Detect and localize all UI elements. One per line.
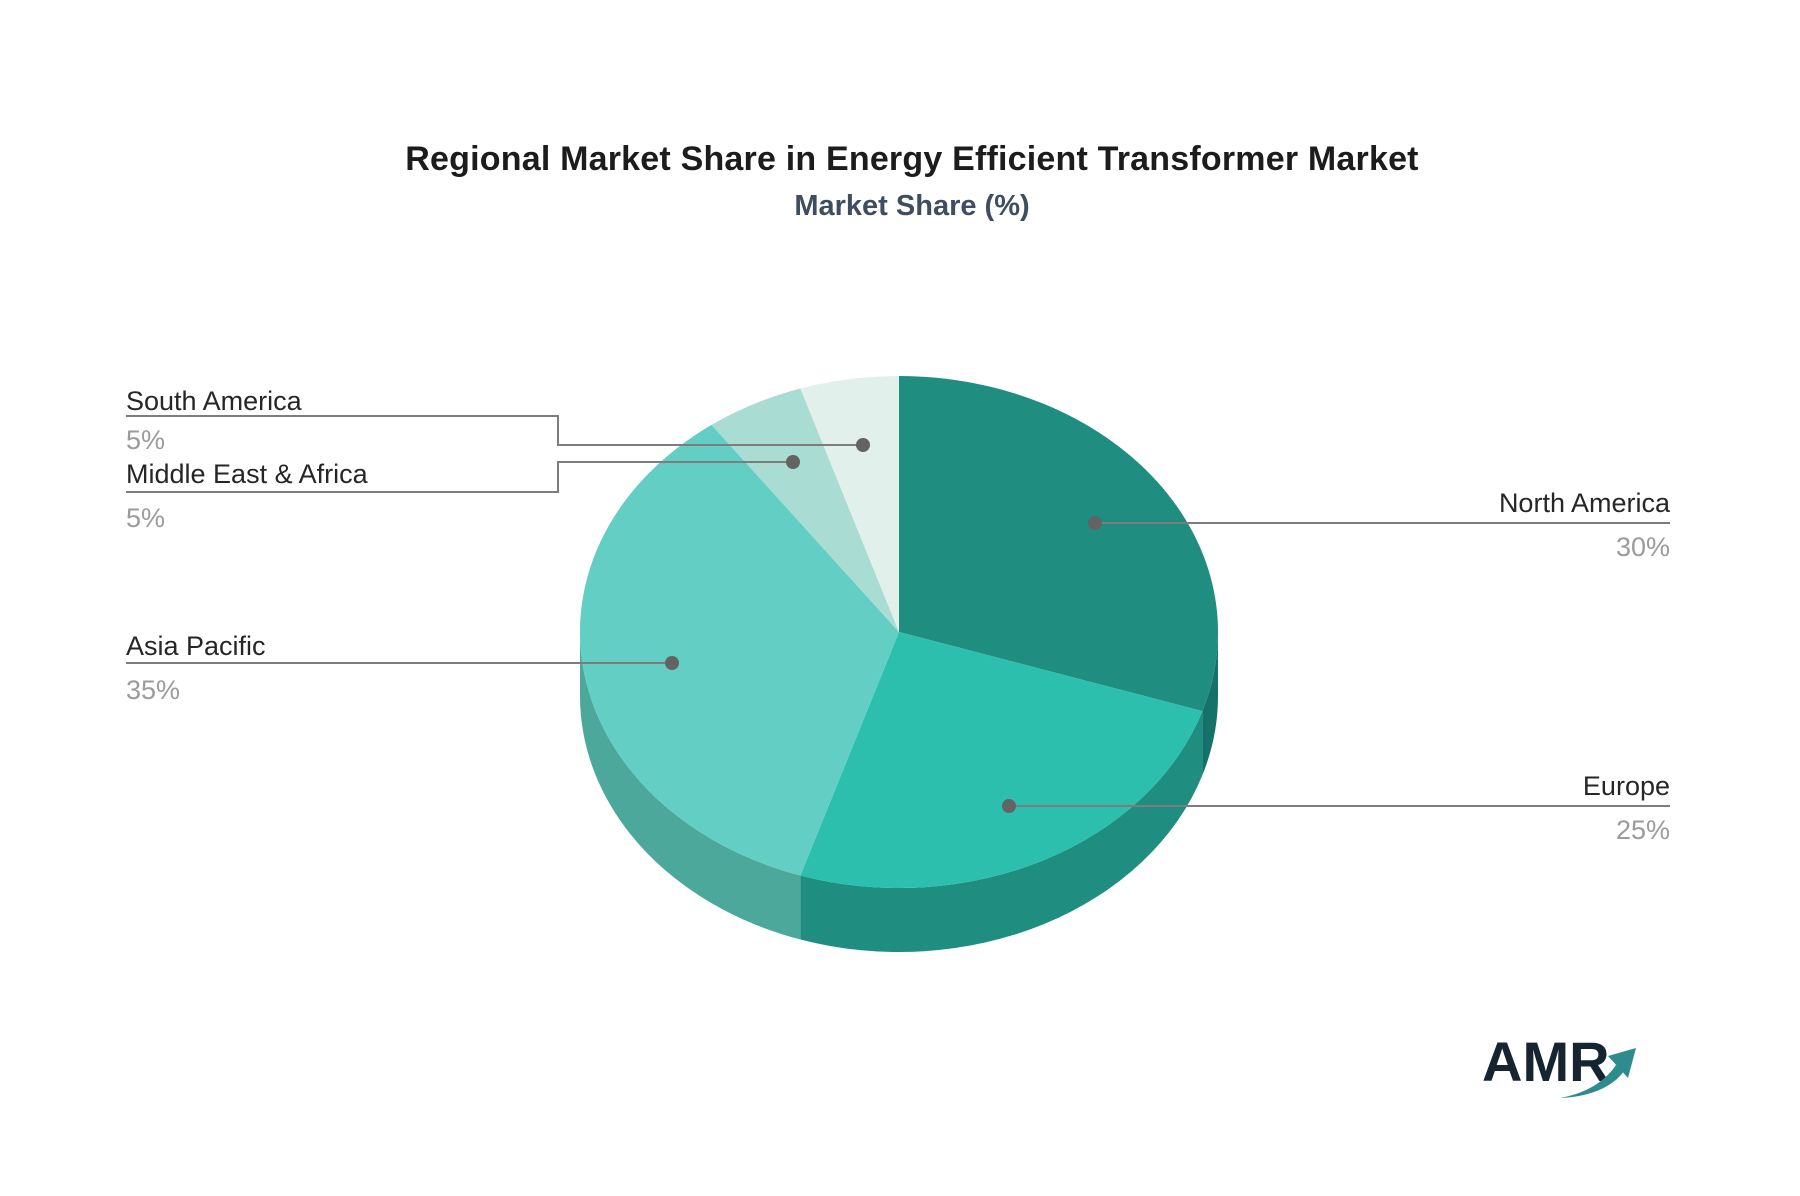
slice-label-south-america: South America [126, 386, 302, 416]
callout-asia-pacific: Asia Pacific 35% [126, 630, 266, 705]
slice-value-middle-east-africa: 5% [126, 503, 166, 533]
leader-line-middle-east-africa [126, 461, 793, 493]
pie-slice-middle-east-africa[interactable] [711, 388, 900, 633]
amr-logo: AMR [1482, 1034, 1652, 1114]
callout-middle-east-africa: Middle East & Africa 5% [126, 458, 368, 533]
callout-south-america: South America 5% [126, 385, 302, 455]
leader-dot-north-america [1088, 516, 1102, 530]
pie-side-north-america [1202, 632, 1218, 776]
chart-subtitle: Market Share (%) [794, 190, 1030, 222]
pie-slice-asia-pacific[interactable] [579, 424, 899, 876]
callout-europe: Europe 25% [1583, 770, 1670, 845]
pie-slice-europe[interactable] [800, 632, 1203, 889]
pie-side-asia-pacific [579, 632, 801, 940]
leader-dot-south-america [856, 438, 870, 452]
leader-dot-europe [1002, 799, 1016, 813]
chart-title: Regional Market Share in Energy Efficien… [405, 140, 1419, 178]
leader-line-south-america [126, 415, 863, 446]
logo-arrow-icon [1560, 1048, 1636, 1098]
slice-label-asia-pacific: Asia Pacific [126, 631, 266, 661]
slice-value-europe: 25% [1615, 815, 1670, 845]
pie-slice-south-america[interactable] [800, 375, 899, 632]
leader-dot-middle-east-africa [786, 455, 800, 469]
slice-value-asia-pacific: 35% [126, 675, 181, 705]
slice-value-north-america: 30% [1615, 532, 1670, 562]
slice-label-middle-east-africa: Middle East & Africa [126, 459, 368, 489]
callout-north-america: North America 30% [1499, 487, 1670, 562]
leader-dot-asia-pacific [665, 656, 679, 670]
slice-label-europe: Europe [1582, 771, 1670, 801]
slice-label-north-america: North America [1498, 488, 1670, 518]
slice-value-south-america: 5% [126, 425, 166, 455]
pie-side-europe [800, 711, 1203, 953]
logo-text: AMR [1482, 1030, 1610, 1093]
pie-slice-north-america[interactable] [899, 375, 1219, 712]
